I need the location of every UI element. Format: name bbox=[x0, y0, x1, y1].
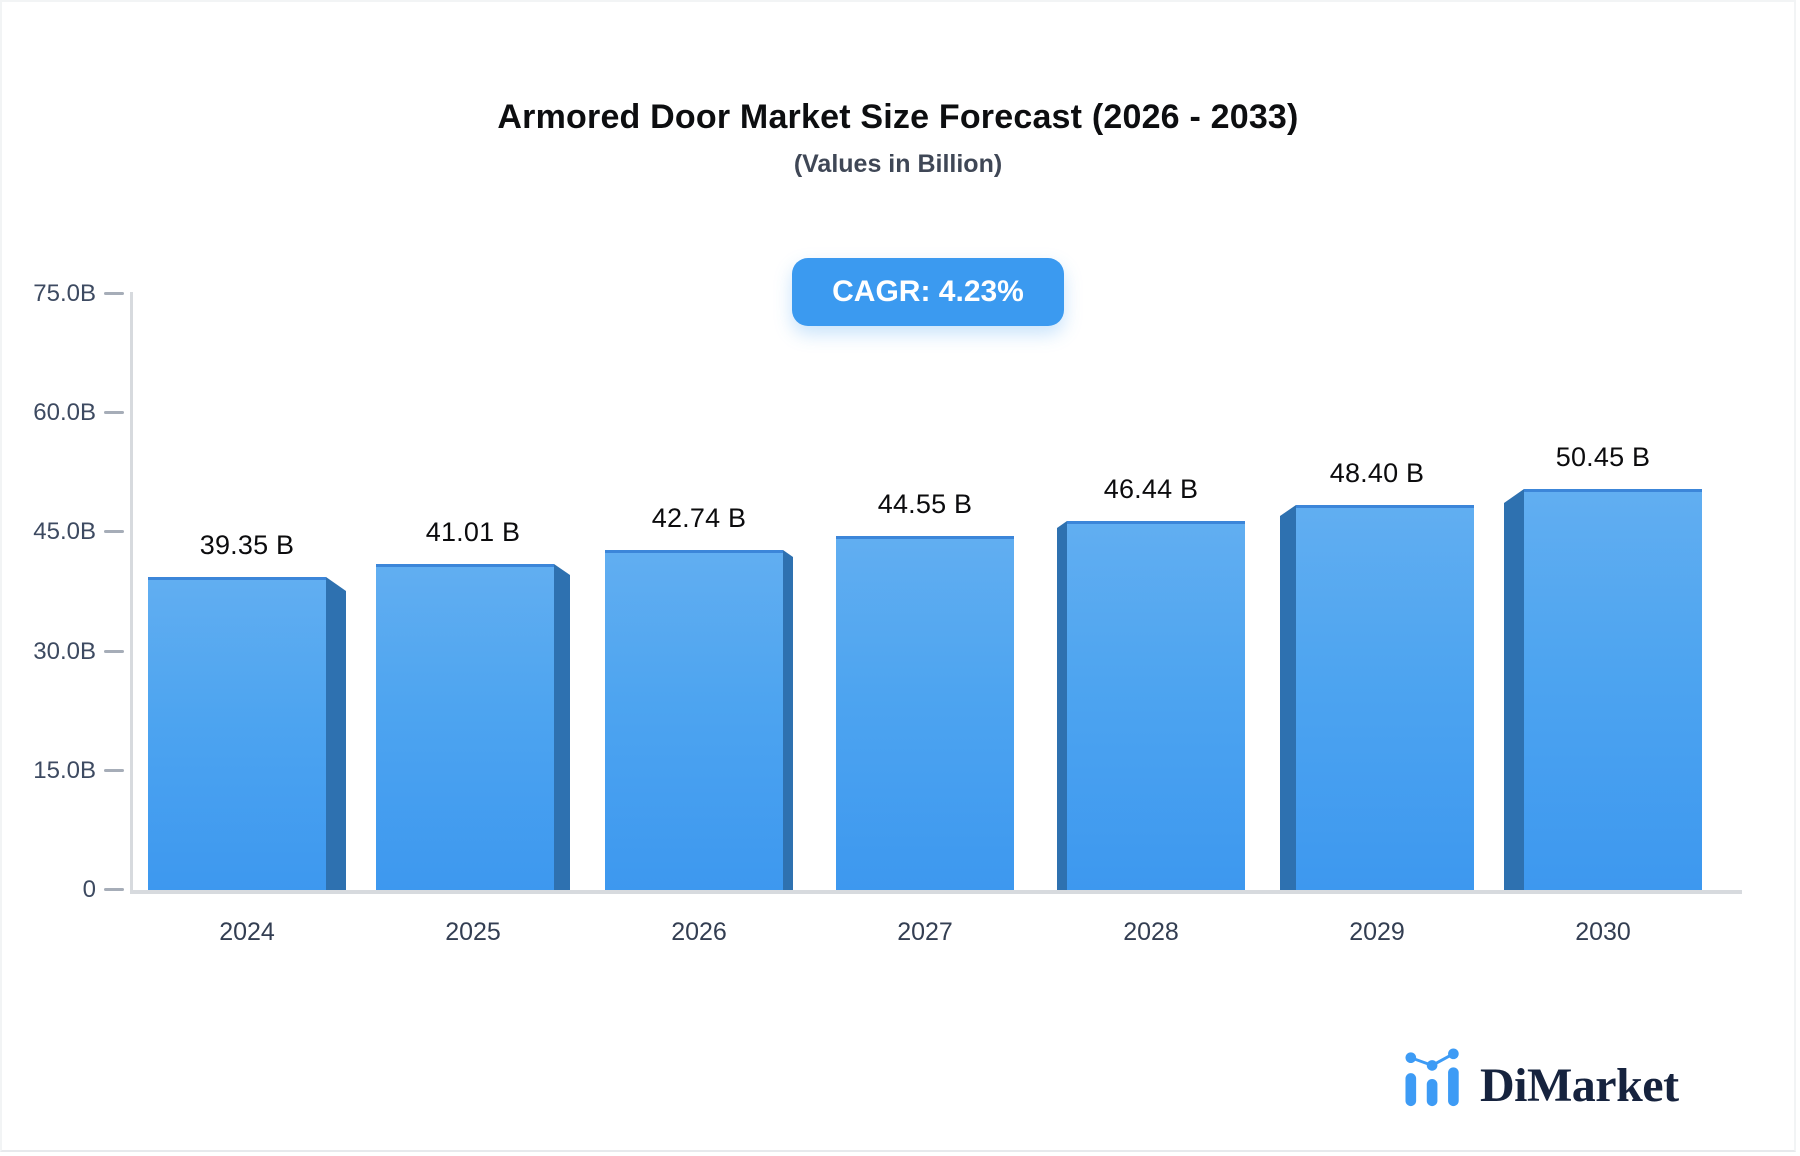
bar-3d-side bbox=[1504, 489, 1524, 890]
chart-title: Armored Door Market Size Forecast (2026 … bbox=[497, 98, 1299, 136]
bar-value-label: 41.01 B bbox=[425, 517, 521, 547]
bar-value-label: 50.45 B bbox=[1555, 442, 1651, 472]
y-tick-label: 15.0B bbox=[33, 756, 96, 784]
y-tick-label: 45.0B bbox=[33, 518, 96, 546]
x-axis-line bbox=[130, 890, 1742, 894]
x-category-label: 2025 bbox=[445, 918, 501, 946]
bar-value-label: 46.44 B bbox=[1103, 474, 1199, 504]
chart-subtitle: (Values in Billion) bbox=[793, 150, 1003, 178]
bar-value-label: 48.40 B bbox=[1329, 458, 1425, 488]
bar bbox=[1296, 505, 1474, 890]
bar bbox=[148, 577, 326, 890]
brand-name: DiMarket bbox=[1480, 1058, 1679, 1112]
bar bbox=[1067, 521, 1245, 890]
bar bbox=[376, 564, 554, 890]
x-category-label: 2026 bbox=[671, 918, 727, 946]
brand-logo: DiMarket bbox=[1404, 1048, 1679, 1112]
bar-value-label: 44.55 B bbox=[877, 489, 973, 519]
y-tick-mark bbox=[104, 649, 124, 653]
y-tick-mark bbox=[104, 888, 124, 891]
x-category-label: 2030 bbox=[1575, 918, 1631, 946]
y-tick-mark bbox=[104, 292, 124, 295]
y-tick-mark bbox=[104, 530, 124, 534]
x-category-label: 2024 bbox=[219, 918, 275, 946]
cagr-badge: CAGR: 4.23% bbox=[792, 258, 1064, 326]
x-category-label: 2029 bbox=[1349, 918, 1405, 946]
bar-chart-trend-icon bbox=[1405, 1048, 1459, 1107]
y-tick-label: 60.0B bbox=[33, 399, 96, 427]
bar-3d-side bbox=[1057, 521, 1067, 890]
x-category-label: 2028 bbox=[1123, 918, 1179, 946]
bar bbox=[1524, 489, 1702, 890]
bar bbox=[836, 536, 1014, 890]
bar bbox=[605, 550, 783, 890]
y-tick-label: 30.0B bbox=[33, 637, 96, 665]
bar-value-label: 42.74 B bbox=[651, 503, 747, 533]
bar-value-label: 39.35 B bbox=[199, 530, 295, 560]
bar-3d-side bbox=[783, 550, 793, 890]
bar-3d-side bbox=[1280, 505, 1296, 890]
x-category-label: 2027 bbox=[897, 918, 953, 946]
y-tick-label: 0 bbox=[82, 876, 96, 903]
bar-3d-side bbox=[554, 564, 570, 890]
y-tick-label: 75.0B bbox=[33, 280, 96, 307]
y-axis-line bbox=[130, 292, 133, 890]
bar-3d-side bbox=[326, 577, 346, 890]
y-tick-mark bbox=[104, 411, 124, 415]
y-tick-mark bbox=[104, 768, 124, 772]
